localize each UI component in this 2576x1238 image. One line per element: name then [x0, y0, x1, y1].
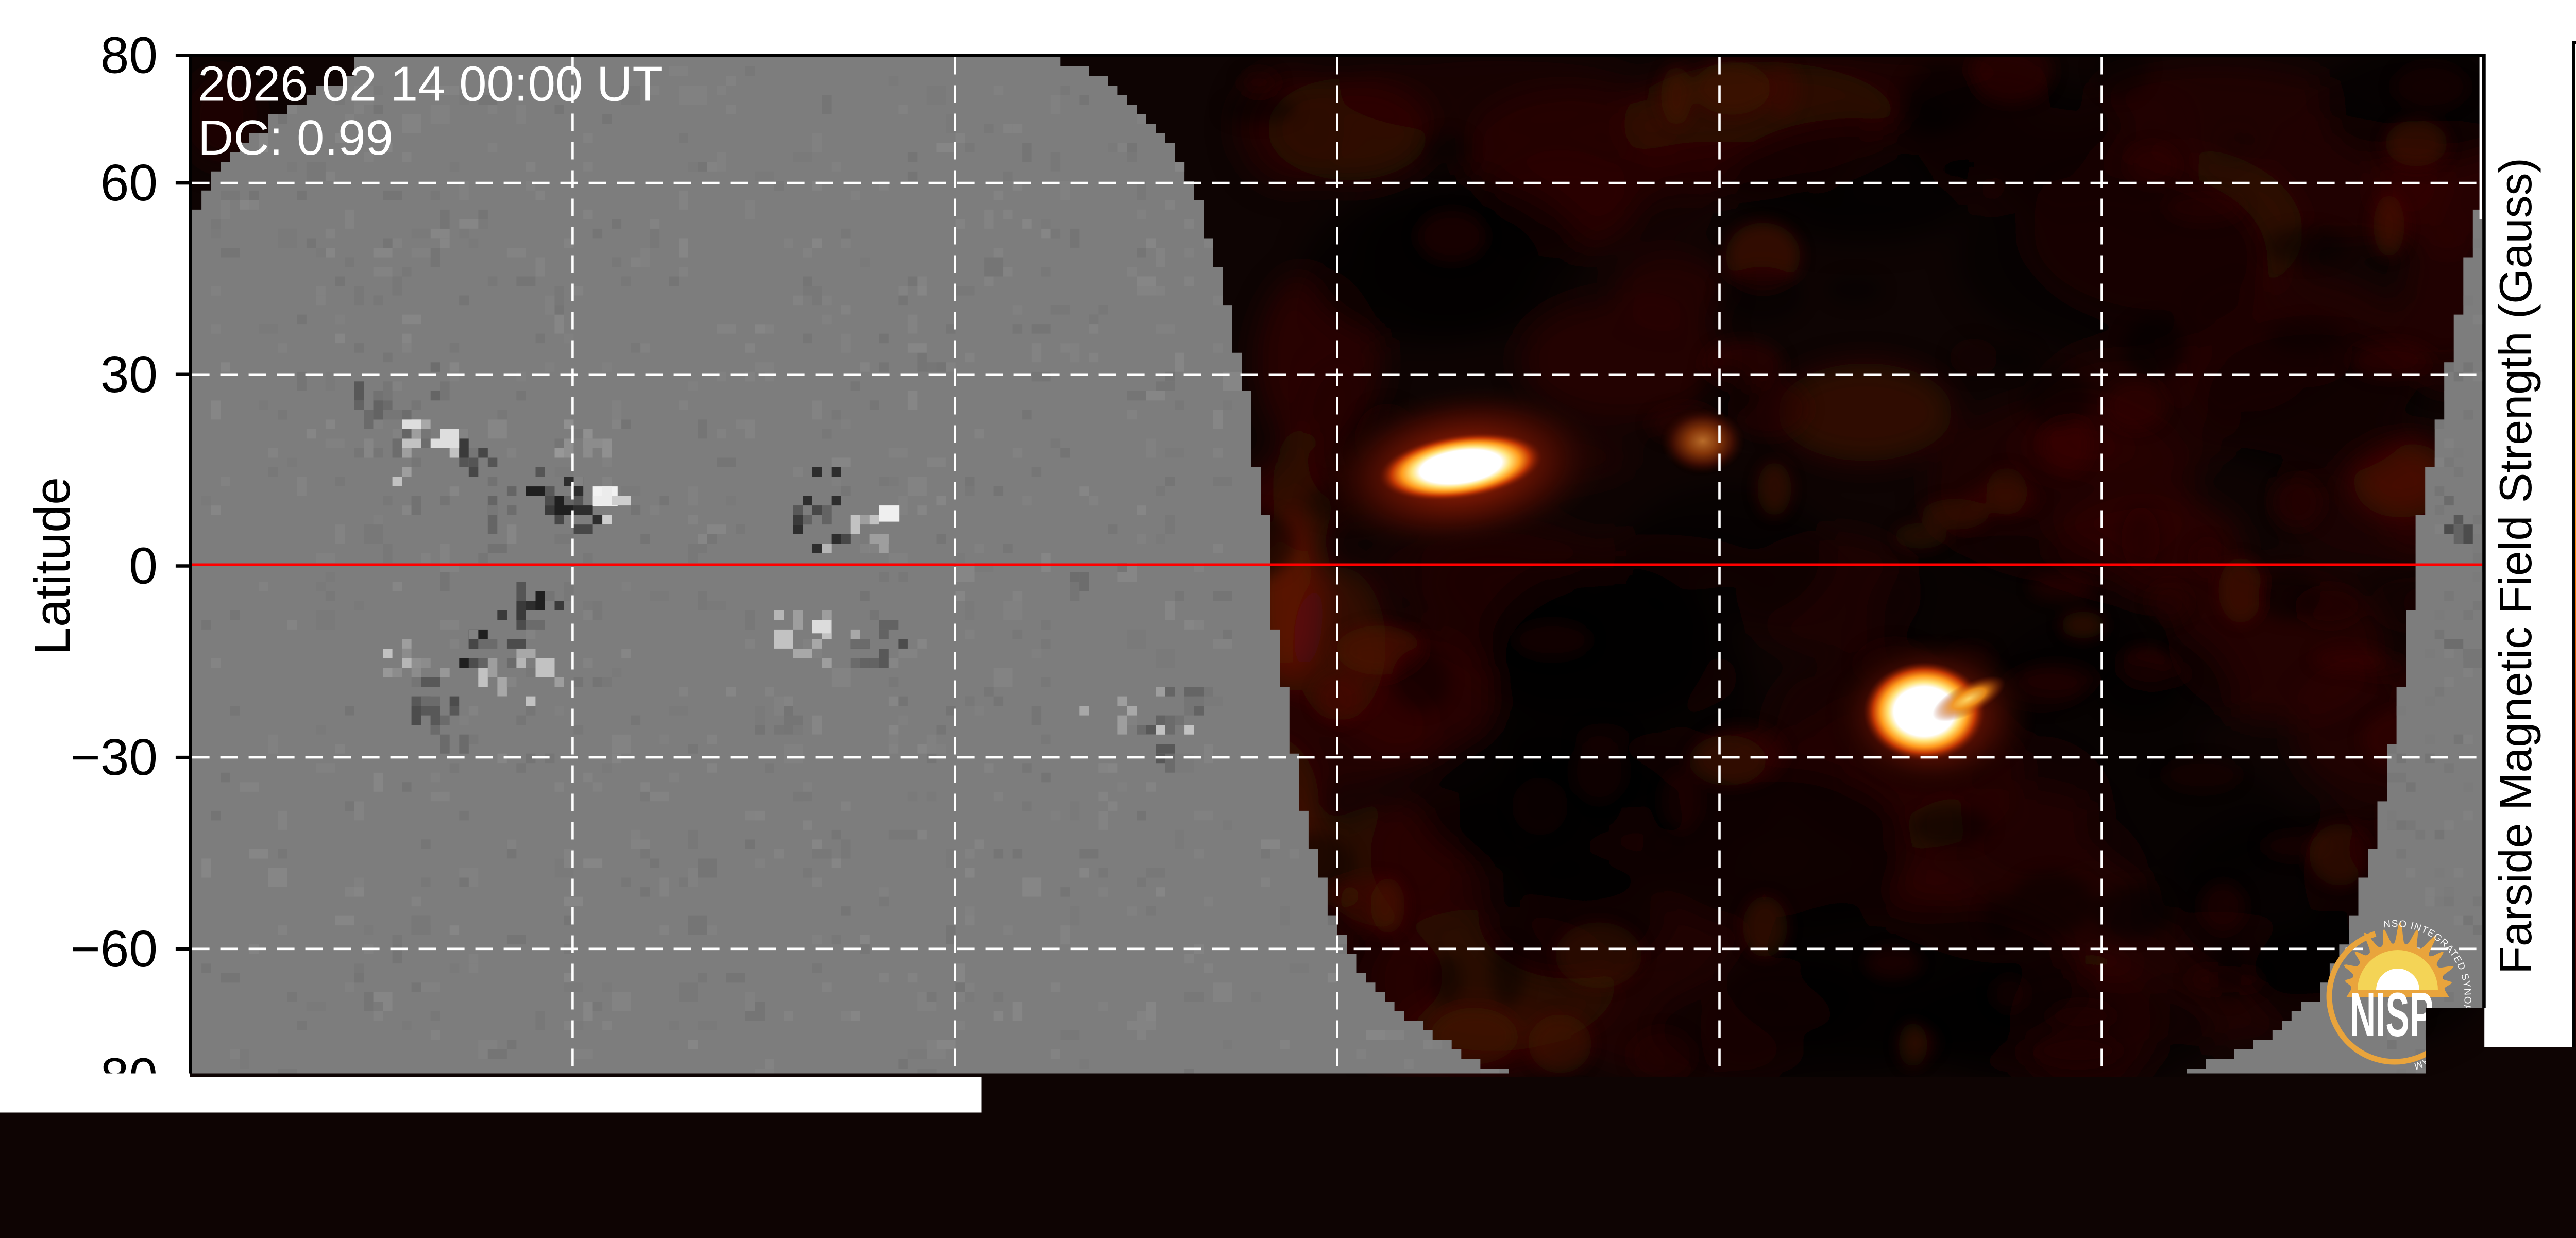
- svg-text:−80: −80: [70, 1048, 158, 1106]
- svg-text:2026 02 14 00:00 UT: 2026 02 14 00:00 UT: [198, 57, 663, 112]
- svg-text:Carrington Longitude: Carrington Longitude: [1110, 1152, 1577, 1208]
- svg-text:80: 80: [100, 26, 158, 84]
- svg-text:60: 60: [544, 1095, 601, 1152]
- svg-text:DC: 0.99: DC: 0.99: [198, 110, 393, 165]
- svg-text:Farside Magnetic Field Strengt: Farside Magnetic Field Strength (Gauss): [2490, 158, 2541, 974]
- svg-text:180: 180: [1294, 1095, 1380, 1152]
- svg-text:30: 30: [100, 346, 158, 403]
- svg-text:−60: −60: [70, 920, 158, 978]
- svg-text:Latitude: Latitude: [24, 477, 80, 655]
- svg-text:60: 60: [100, 154, 158, 212]
- svg-text:360: 360: [2441, 1095, 2527, 1152]
- svg-text:300: 300: [2059, 1095, 2145, 1152]
- svg-text:240: 240: [1676, 1095, 1762, 1152]
- svg-text:120: 120: [912, 1095, 998, 1152]
- svg-text:0: 0: [176, 1095, 205, 1152]
- svg-text:−30: −30: [70, 728, 158, 786]
- svg-text:0: 0: [129, 537, 158, 595]
- svg-text:NISP: NISP: [2350, 979, 2433, 1049]
